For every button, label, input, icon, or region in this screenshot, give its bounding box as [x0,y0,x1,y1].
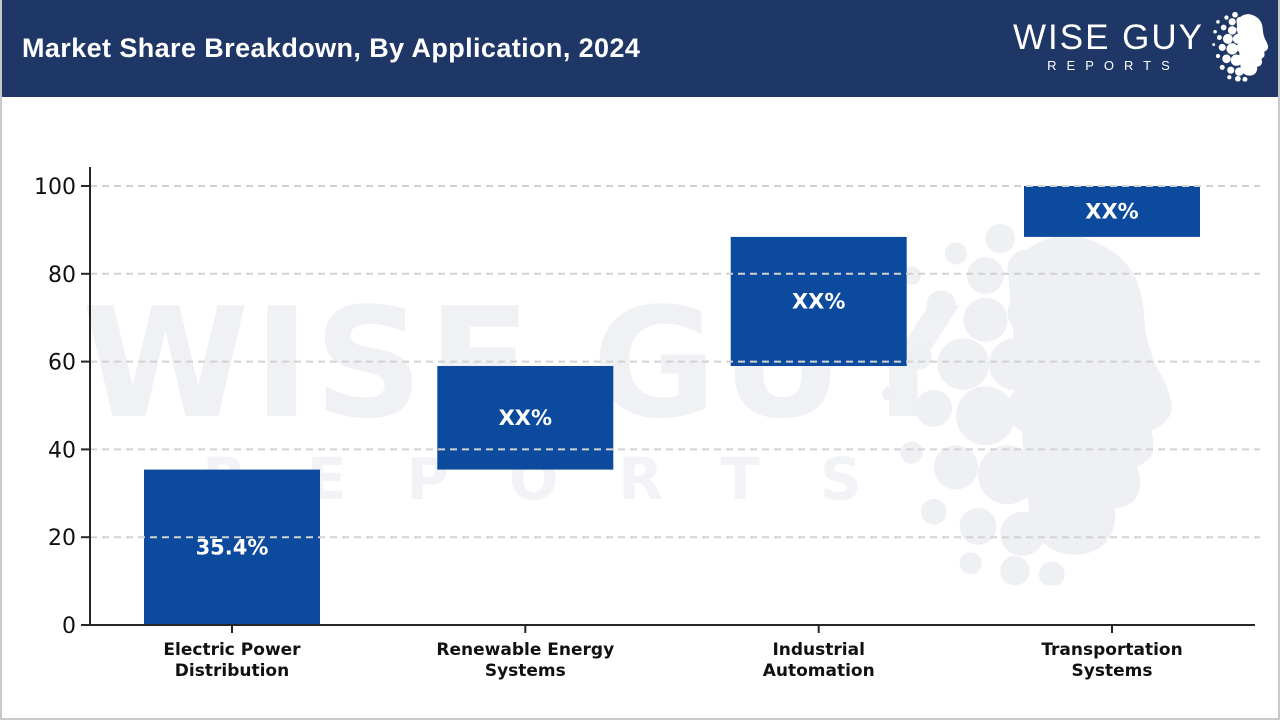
bar-value-label-electric-power-distribution: 35.4% [196,535,269,559]
bar-electric-power-distribution [144,469,320,625]
category-label-renewable-energy-systems: Renewable Energy Systems [436,640,614,681]
category-label-transportation-systems: Transportation Systems [1041,640,1182,681]
wise-guy-logo: WISE GUY REPORTS [1013,6,1272,86]
axes-layer [81,167,1255,633]
bar-value-label-transportation-systems: XX% [1085,200,1138,224]
y-tick-label-0: 0 [62,614,76,639]
bar-value-label-industrial-automation: XX% [792,290,845,314]
bar-renewable-energy-systems [437,366,614,470]
category-label-electric-power-distribution: Electric Power Distribution [163,640,301,681]
page-title: Market Share Breakdown, By Application, … [22,33,641,63]
header-bar: Market Share Breakdown, By Application, … [2,0,1278,97]
y-tick-label-40: 40 [48,438,76,463]
bar-transportation-systems [1024,186,1200,237]
y-tick-label-60: 60 [48,351,76,376]
category-label-industrial-automation: Industrial Automation [763,640,875,681]
bar-industrial-automation [730,236,907,366]
logo-text: WISE GUY REPORTS [1013,18,1204,74]
logo-subtitle: REPORTS [1047,58,1180,73]
logo-head-icon [1208,6,1272,86]
gridlines-layer [90,185,1260,539]
chart-area: WISE GUY REPORTS 35.4% XX% XX% XX% 0 20 40 60 80… [2,97,1278,718]
labels-layer: 35.4% XX% XX% XX% 0 20 40 60 80 100 Electric Power… [34,175,1183,681]
y-tick-label-80: 80 [48,263,76,288]
logo-wordmark: WISE GUY [1012,18,1204,57]
y-tick-label-100: 100 [34,175,76,200]
bars-layer [144,186,1200,625]
y-tick-label-20: 20 [48,526,76,551]
waterfall-chart: 35.4% XX% XX% XX% 0 20 40 60 80 100 Electric Power… [34,167,1260,681]
bar-value-label-renewable-energy-systems: XX% [499,406,552,430]
